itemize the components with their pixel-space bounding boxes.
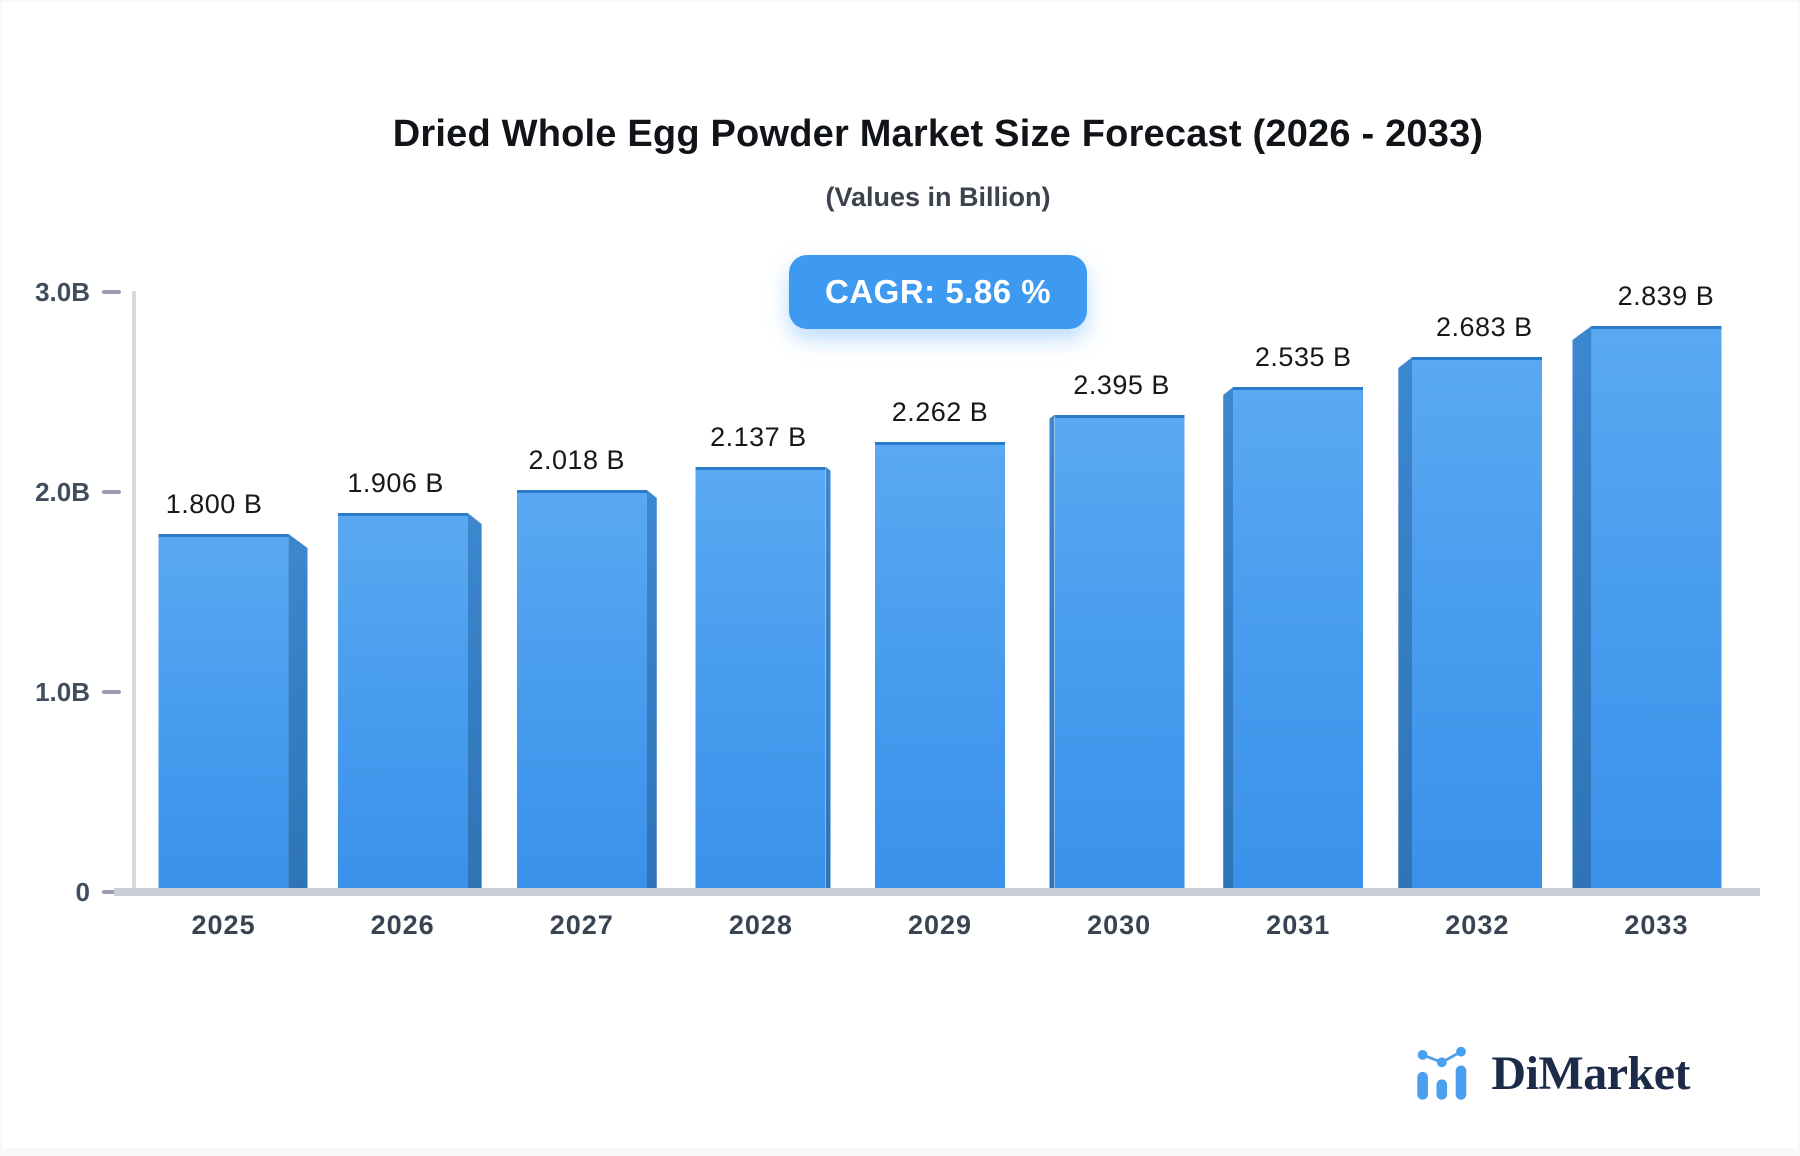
bar-face: [158, 534, 289, 894]
bar-side: [646, 490, 657, 894]
bar-side: [288, 534, 308, 894]
bar-2031: [1223, 387, 1364, 894]
bar-value-label-2026: 1.906 B: [347, 468, 444, 498]
x-axis-label-2029: 2029: [907, 910, 973, 940]
x-axis-label-2027: 2027: [549, 910, 614, 940]
bar-face: [874, 442, 1005, 894]
y-axis-line: [132, 291, 136, 892]
plot-area: 1.800 B 2025 1.906 B 2026 2.018 B 2027 2.137 B…: [134, 281, 1746, 940]
chart-title: Dried Whole Egg Powder Market Size Forec…: [392, 113, 1484, 155]
y-tick-label-2b: 2.0B: [35, 477, 90, 507]
y-tick-label-0: 0: [75, 877, 90, 907]
y-tick-label-3b: 3.0B: [35, 277, 90, 307]
bar-side: [1223, 387, 1234, 894]
bar-group-2028: 2.137 B 2028: [671, 292, 850, 940]
bar-2026: [337, 513, 482, 894]
bar-group-2030: 2.395 B 2030: [1030, 292, 1209, 940]
bar-group-2029: 2.262 B 2029: [850, 292, 1029, 940]
bar-2027: [516, 490, 657, 894]
bar-face: [1412, 357, 1543, 894]
bar-face: [1054, 415, 1185, 894]
bar-group-2026: 1.906 B 2026: [313, 292, 492, 940]
cagr-badge: CAGR: 5.86 %: [789, 255, 1088, 329]
y-tick-mark: [102, 890, 121, 894]
x-axis-label-2025: 2025: [191, 910, 256, 940]
x-axis-label-2031: 2031: [1266, 910, 1331, 940]
bar-value-label-2027: 2.018 B: [528, 445, 626, 475]
bar-group-2027: 2.018 B 2027: [492, 292, 671, 940]
brand-logo: DiMarket: [1413, 1044, 1690, 1102]
y-tick-mark: [102, 690, 121, 694]
bar-value-label-2031: 2.535 B: [1254, 342, 1352, 372]
x-axis-line: [114, 888, 1760, 896]
bar-side: [1049, 415, 1055, 894]
x-axis-label-2028: 2028: [728, 910, 793, 940]
bar-face: [516, 490, 647, 894]
bar-face: [1591, 326, 1722, 894]
cagr-badge-label: CAGR: 5.86 %: [825, 273, 1052, 310]
bar-face: [1233, 387, 1364, 894]
bar-value-label-2030: 2.395 B: [1073, 370, 1170, 400]
x-axis-label-2030: 2030: [1087, 910, 1152, 940]
y-tick-mark: [102, 490, 121, 494]
chart-header: Dried Whole Egg Powder Market Size Forec…: [132, 113, 1744, 213]
bar-2028: [695, 467, 831, 894]
bar-value-label-2033: 2.839 B: [1617, 281, 1715, 311]
bar-group-2033: 2.839 B 2033: [1567, 281, 1746, 940]
bar-2033: [1572, 326, 1722, 894]
bar-2032: [1398, 357, 1543, 894]
bar-group-2032: 2.683 B 2032: [1388, 292, 1567, 940]
brand-name: DiMarket: [1491, 1046, 1690, 1100]
bar-group-2031: 2.535 B 2031: [1209, 292, 1388, 940]
bar-side: [467, 513, 482, 894]
bar-value-label-2032: 2.683 B: [1436, 312, 1533, 342]
bar-face: [337, 513, 468, 894]
bar-face: [695, 467, 826, 894]
bar-2030: [1049, 415, 1185, 894]
bar-side: [825, 467, 831, 894]
bar-side: [1398, 357, 1413, 894]
bar-2029: [874, 442, 1005, 894]
bar-value-label-2028: 2.137 B: [710, 422, 807, 452]
bar-side: [1572, 326, 1592, 894]
chart-subtitle: (Values in Billion): [825, 181, 1051, 212]
y-tick-label-1b: 1.0B: [35, 677, 90, 707]
x-axis-label-2033: 2033: [1624, 910, 1689, 940]
x-axis-label-2026: 2026: [370, 910, 435, 940]
bar-line-chart-icon: [1417, 1046, 1467, 1100]
bar-2025: [158, 534, 308, 894]
x-axis-label-2032: 2032: [1445, 910, 1510, 940]
bar-value-label-2029: 2.262 B: [891, 397, 989, 427]
y-tick-mark: [102, 290, 121, 294]
bar-value-label-2025: 1.800 B: [165, 489, 263, 519]
bar-group-2025: 1.800 B 2025: [134, 292, 313, 940]
